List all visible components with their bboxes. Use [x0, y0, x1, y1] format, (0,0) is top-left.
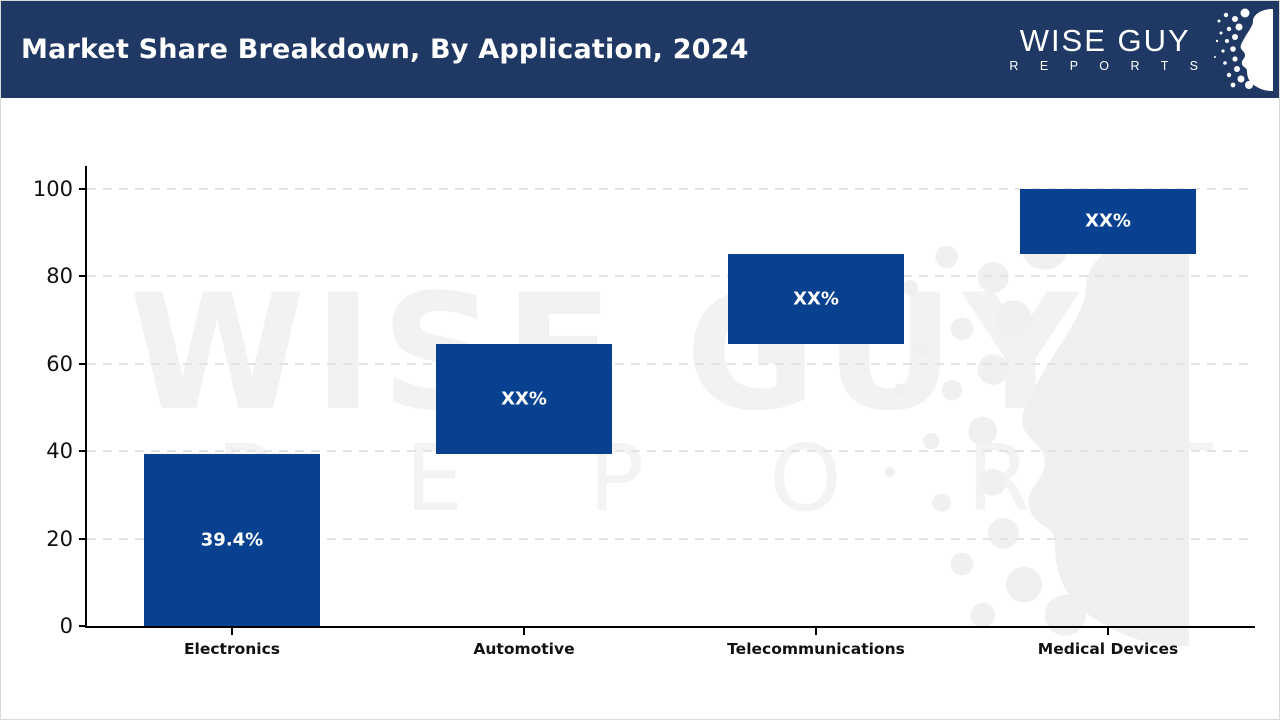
y-tick-mark [79, 275, 86, 277]
logo-wordmark: WISE GUY R E P O R T S [1003, 22, 1207, 74]
y-tick-mark [79, 537, 86, 540]
logo-face-icon [1214, 8, 1273, 91]
page-title: Market Share Breakdown, By Application, … [21, 34, 749, 65]
x-tick-mark [1107, 628, 1109, 635]
y-tick-label: 20 [46, 526, 73, 551]
x-tick-mark [231, 628, 233, 635]
y-tick-mark [79, 362, 86, 365]
y-tick-label: 40 [46, 439, 73, 463]
x-category-label: Electronics [183, 640, 281, 658]
logo-wordmark-text: WISE GUY [1019, 22, 1191, 58]
gridline [87, 450, 1255, 452]
gridline [87, 187, 1255, 190]
y-axis-spine [85, 166, 87, 628]
x-tick-mark [523, 628, 525, 635]
y-tick-label: 60 [46, 351, 73, 376]
y-tick-label: 0 [59, 614, 73, 638]
header: Market Share Breakdown, By Application, … [1, 1, 1279, 98]
x-category-label: Medical Devices [1037, 640, 1179, 658]
brand-logo: WISE GUY R E P O R T S [1003, 7, 1273, 91]
y-tick-mark [79, 450, 86, 452]
x-category-label: Automotive [473, 640, 575, 658]
gridline [87, 537, 1255, 540]
bar-value-label: XX% [793, 288, 839, 310]
logo-subtitle-text: R E P O R T S [1009, 59, 1207, 74]
bar-value-label: XX% [501, 388, 547, 410]
gridline [87, 275, 1255, 277]
bar-value-label: XX% [1085, 210, 1131, 232]
x-tick-mark [815, 628, 817, 635]
bar-value-label: 39.4% [200, 529, 264, 551]
gridline [87, 362, 1255, 365]
y-tick-mark [79, 625, 86, 627]
y-tick-label: 100 [32, 176, 73, 201]
x-axis-spine [85, 626, 1255, 628]
bar-segment [144, 453, 320, 626]
y-tick-label: 80 [46, 264, 73, 288]
y-tick-mark [79, 187, 86, 190]
bar-segment [436, 343, 612, 454]
x-category-label: Telecommunications [727, 640, 905, 658]
bar-segment [728, 254, 904, 344]
